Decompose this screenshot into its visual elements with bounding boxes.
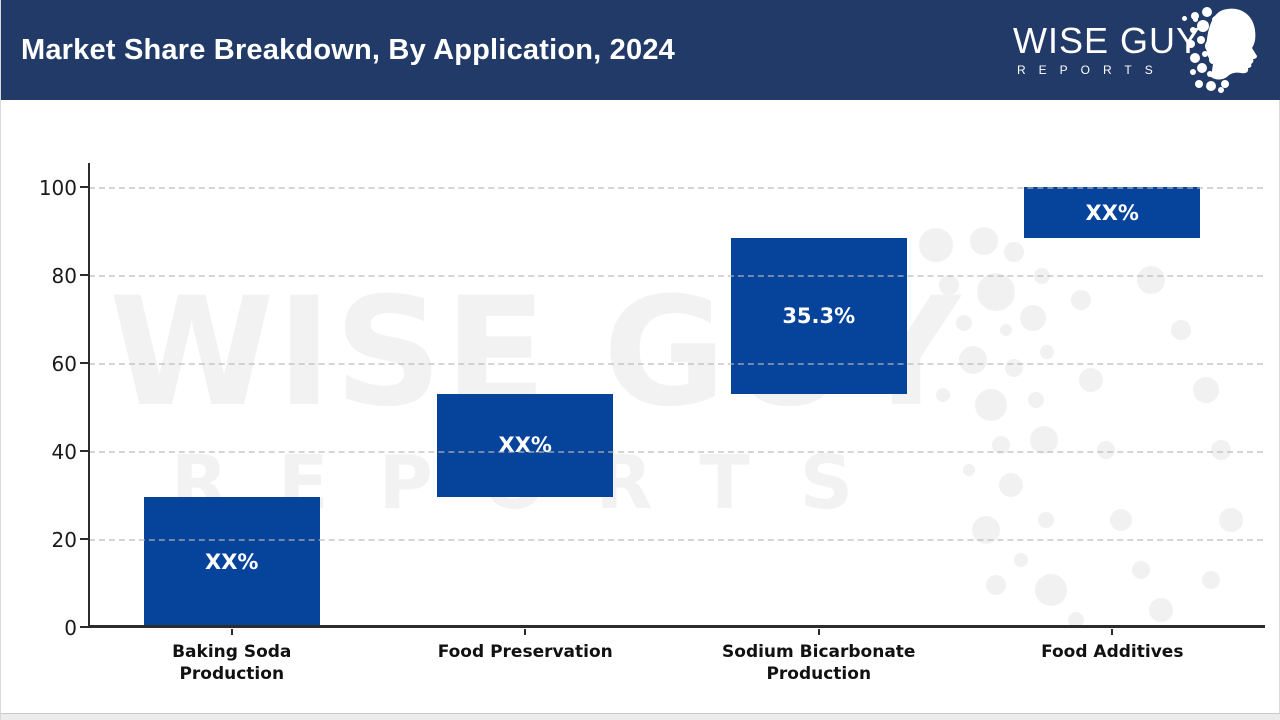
x-axis-line	[89, 625, 1265, 628]
plot-area: XX% XX% 35.3% XX%	[89, 187, 1263, 627]
gridline	[89, 187, 1263, 189]
bar: XX%	[437, 393, 614, 498]
gridline	[89, 275, 1263, 277]
y-axis-line	[88, 163, 90, 627]
y-tick-label: 20	[51, 528, 77, 552]
bar-value-label: XX%	[1085, 200, 1139, 225]
page-title: Market Share Breakdown, By Application, …	[21, 33, 675, 66]
category-label: Food Additives	[1041, 642, 1184, 662]
y-tick-label: 60	[51, 352, 77, 376]
y-tick-mark	[80, 538, 89, 540]
category-label: Sodium Bicarbonate Production	[722, 642, 916, 685]
y-tick-mark	[80, 274, 89, 276]
logo-y-dots-icon	[1182, 16, 1187, 21]
header-bar: Market Share Breakdown, By Application, …	[1, 0, 1280, 100]
category-label: Baking Soda Production	[172, 642, 292, 685]
bar: XX%	[1024, 187, 1201, 239]
y-tick-label: 40	[51, 440, 77, 464]
bottom-border	[1, 713, 1280, 720]
bar-value-label: 35.3%	[782, 304, 856, 329]
y-tick-mark	[80, 626, 89, 628]
y-tick-mark	[80, 186, 89, 188]
y-tick-mark	[80, 450, 89, 452]
x-tick-mark	[230, 629, 233, 635]
x-tick-mark	[1111, 629, 1114, 635]
gridline	[89, 451, 1263, 453]
bar-value-label: XX%	[498, 433, 552, 458]
brand-logo: WISE GUY REPORTS	[1013, 4, 1271, 96]
bar-value-label: XX%	[205, 550, 259, 575]
brand-logo-text: WISE GUY REPORTS	[1012, 16, 1201, 77]
gridline	[89, 539, 1263, 541]
y-tick-label: 80	[51, 264, 77, 288]
y-tick-mark	[80, 362, 89, 364]
bar: 35.3%	[730, 238, 907, 394]
x-tick-mark	[524, 629, 527, 635]
bar: XX%	[143, 497, 320, 627]
y-tick-label: 0	[64, 616, 77, 640]
brand-name: WISE GUY	[1012, 20, 1201, 61]
gridline	[89, 363, 1263, 365]
category-label: Food Preservation	[437, 642, 613, 662]
y-tick-label: 100	[38, 176, 77, 200]
x-tick-mark	[817, 629, 820, 635]
brand-head-icon	[1187, 7, 1257, 93]
brand-subname: REPORTS	[1016, 63, 1166, 77]
